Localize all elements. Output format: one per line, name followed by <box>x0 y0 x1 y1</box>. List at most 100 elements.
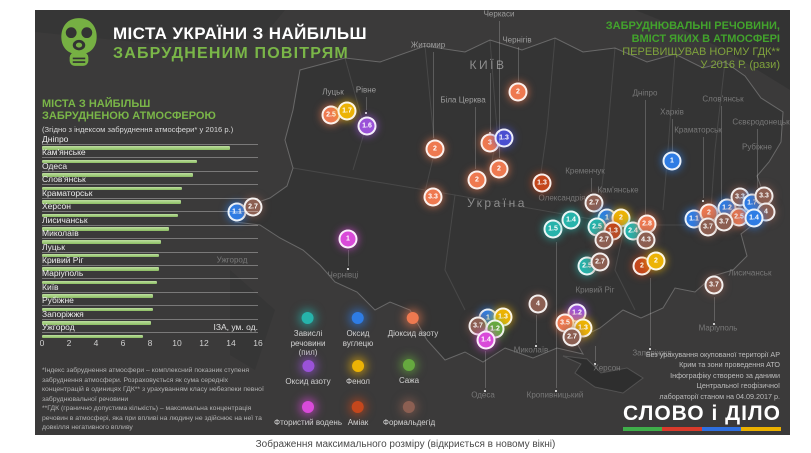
legend-item: Фенол <box>346 360 370 387</box>
pollutant-dot: 4 <box>528 294 548 314</box>
city-label: Краматорськ <box>674 125 722 135</box>
logo-bar-segment <box>662 427 702 431</box>
pollutants-header-line2: ВМІСТ ЯКИХ В АТМОСФЕРІ <box>631 33 780 45</box>
bar-city-label: Ужгород <box>42 323 258 334</box>
fa-legend-dot <box>403 401 415 413</box>
legend-item: Діоксид азоту <box>388 312 438 339</box>
city-label: Миколаїв <box>513 345 549 355</box>
city-label: Кам'янське <box>597 185 639 195</box>
city-label: Кременчук <box>565 166 605 176</box>
bar-chart-panel: МІСТА З НАЙБІЛЬШ ЗАБРУДНЕНОЮ АТМОСФЕРОЮ … <box>40 98 264 431</box>
city-label: Чернівці <box>327 270 359 280</box>
city-bar <box>42 146 230 150</box>
leader-line <box>475 107 476 169</box>
bar-row: Дніпро <box>42 135 258 150</box>
pollutant-dot: 1.3 <box>532 173 552 193</box>
city-bar <box>42 267 160 271</box>
leader-line <box>556 242 557 388</box>
city-point <box>365 112 367 114</box>
legend-item: Аміак <box>347 401 369 428</box>
nh3-legend-dot <box>352 401 364 413</box>
logo-bar-segment <box>622 427 663 431</box>
city-label: Чернігів <box>502 35 532 45</box>
leader-line <box>714 297 715 321</box>
pollutant-dot: 2 <box>425 139 445 159</box>
city-point <box>535 345 537 347</box>
city-label: Луцьк <box>322 87 344 97</box>
pollutants-header-line1: ЗАБРУДНЮВАЛЬНІ РЕЧОВИНИ, <box>605 20 780 32</box>
city-label: Кривий Ріг <box>575 285 615 295</box>
leader-line <box>645 100 646 215</box>
city-point <box>489 132 491 134</box>
x-axis-tick: 10 <box>172 338 182 348</box>
city-bar <box>42 200 182 204</box>
leader-line <box>366 97 367 110</box>
bar-chart-title-line1: МІСТА З НАЙБІЛЬШ <box>42 98 151 110</box>
city-label: Україна <box>467 196 527 210</box>
bar-row: Кривий Ріг <box>42 256 258 271</box>
bar-row: Луцьк <box>42 242 258 258</box>
city-bar <box>42 307 153 312</box>
bar-row: Кам'янське <box>42 148 258 164</box>
city-label: Харків <box>660 107 684 117</box>
city-label: Черкаси <box>483 10 515 19</box>
legend-item: Фтористий водень <box>274 401 342 428</box>
bar-city-label: Київ <box>42 283 258 293</box>
bar-row: Краматорськ <box>42 189 258 204</box>
legend-label: Завислі речовини (пил) <box>290 329 326 357</box>
no2-legend-dot <box>407 312 419 324</box>
city-bar <box>42 294 153 298</box>
x-axis-ticks: 0 2 4 6 8 10 12 14 16 <box>40 338 263 348</box>
leader-line <box>703 137 704 198</box>
logo-bar-segment <box>741 427 781 431</box>
pollutants-header: ЗАБРУДНЮВАЛЬНІ РЕЧОВИНИ, ВМІСТ ЯКИХ В АТ… <box>606 20 780 72</box>
axis-unit-label: ІЗА, ум. од. <box>213 322 258 332</box>
x-axis-tick: 14 <box>226 338 236 348</box>
x-axis-tick: 4 <box>93 338 99 348</box>
city-label: КИЇВ <box>469 58 507 72</box>
city-bar <box>42 240 161 244</box>
bar-city-label: Запоріжжя <box>42 309 258 320</box>
leader-line <box>536 315 537 343</box>
legend-label: Аміак <box>347 418 369 427</box>
city-label: Олександрія <box>538 193 586 203</box>
city-point <box>347 268 349 270</box>
leader-line <box>757 129 758 188</box>
leader-line <box>591 178 592 192</box>
city-label: Біла Церква <box>440 95 486 105</box>
bar-city-label: Слов'янськ <box>42 175 258 186</box>
city-label: Ужгород <box>216 255 248 265</box>
hf-legend-dot <box>301 401 314 413</box>
bar-row: Київ <box>42 283 258 298</box>
source-note-line: Центральної геофізичної <box>696 381 780 391</box>
bar-city-label: Лисичанськ <box>42 215 258 226</box>
footnote-gdk: **ГДК (гранично допустима кількість) – м… <box>42 405 262 432</box>
legend-label: Оксид азоту <box>285 377 331 386</box>
image-caption-link[interactable]: Зображення максимального розміру (відкри… <box>255 439 556 450</box>
leader-line <box>721 106 722 202</box>
bar-city-label: Рубіжне <box>42 296 258 307</box>
bar-row: Херсон <box>42 202 258 218</box>
infographic-image[interactable]: Луцьк 2.5 1.7 Рівне 1.6 Ужгород 1.1 2.7 Чернівці… <box>35 10 790 435</box>
leader-line <box>490 73 491 130</box>
source-note-line: Без урахування окупованої території АР <box>645 350 780 359</box>
map-layer: Луцьк 2.5 1.7 Рівне 1.6 Ужгород 1.1 2.7 Чернівці… <box>35 10 790 435</box>
x-axis-tick: 16 <box>253 338 263 348</box>
pollutant-dot: 2 <box>489 159 509 179</box>
city-label: Одеса <box>471 390 495 400</box>
city-label: Рівне <box>355 85 377 95</box>
city-point <box>594 363 596 365</box>
bar-chart-subtitle: (Згідно з індексом забруднення атмосфери… <box>42 125 234 134</box>
masthead: МІСТА УКРАЇНИ З НАЙБІЛЬШ ЗАБРУДНЕНИМ ПОВ… <box>55 16 367 68</box>
leader-line <box>348 250 349 266</box>
city-bar <box>42 213 179 218</box>
pollutant-dot: 2 <box>467 170 487 190</box>
logo-bar-segment <box>701 427 742 431</box>
city-point <box>713 323 715 325</box>
city-label: Рубіжне <box>741 142 773 152</box>
legend-label: Фтористий водень <box>274 418 342 427</box>
pollutant-dot: 1.4 <box>561 210 581 230</box>
legend-item: Сажа <box>399 359 419 386</box>
pollutant-dot: 1.5 <box>543 219 563 239</box>
